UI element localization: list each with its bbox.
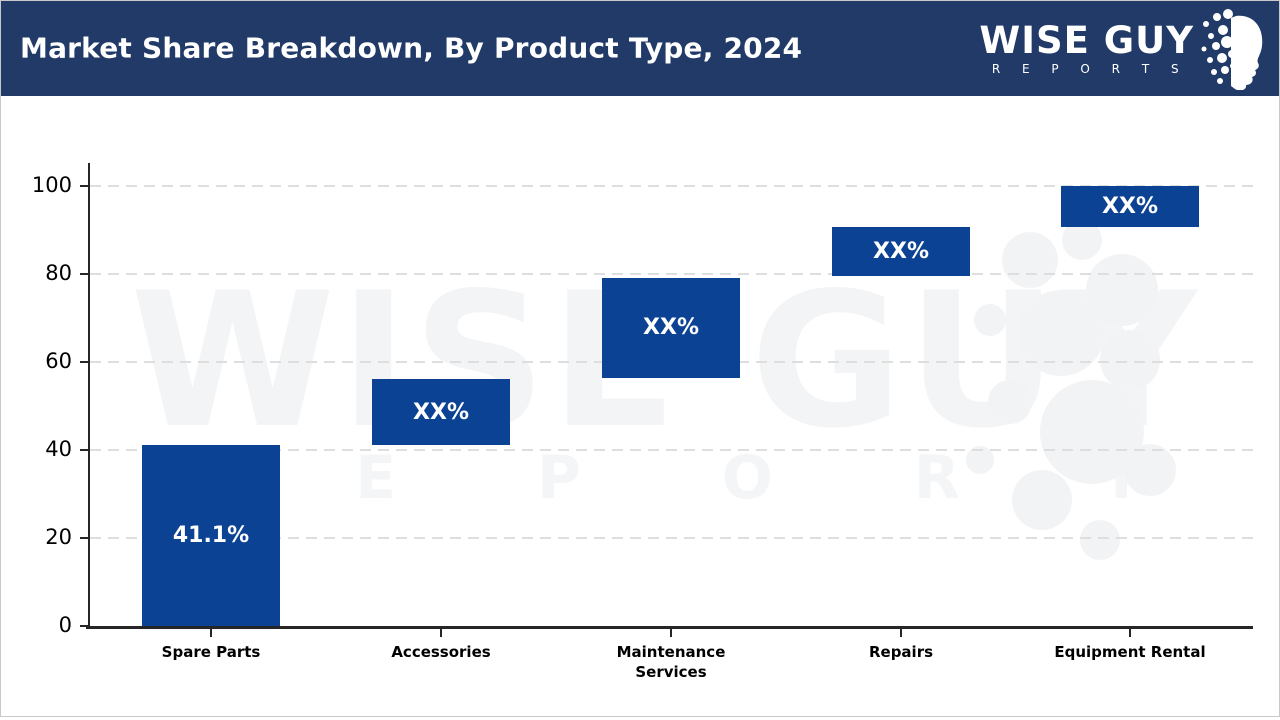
bar-value-label: 41.1% — [172, 523, 250, 549]
bar-value-label: XX% — [643, 315, 699, 341]
y-tick-label-20: 20 — [45, 525, 72, 549]
x-tick-3 — [900, 629, 902, 637]
y-tick-100 — [80, 185, 88, 187]
page-title: Market Share Breakdown, By Product Type,… — [20, 31, 803, 65]
logo-face-icon — [1201, 9, 1263, 90]
logo-text: WISE GUY R E P O R T S — [979, 18, 1194, 77]
bar-repairs: XX% — [832, 227, 970, 277]
x-tick-0 — [210, 629, 212, 637]
y-tick-label-60: 60 — [45, 349, 72, 373]
y-tick-60 — [80, 361, 88, 363]
gridline-40 — [90, 449, 1253, 451]
header-bar: Market Share Breakdown, By Product Type,… — [0, 0, 1280, 96]
y-tick-40 — [80, 449, 88, 451]
x-category-label: Accessories — [391, 643, 491, 661]
plot-area: 0 20 40 60 80 100 41.1% XX% XX% XX% XX% Spare Parts… — [0, 96, 1280, 720]
y-tick-label-80: 80 — [45, 261, 72, 285]
gridline-100 — [90, 185, 1253, 187]
y-tick-label-0: 0 — [58, 613, 72, 637]
bar-value-label: XX% — [873, 239, 929, 265]
bar-equipment-rental: XX% — [1061, 186, 1199, 227]
x-tick-4 — [1129, 629, 1131, 637]
x-category-label: Maintenance Services — [616, 643, 726, 682]
x-category-label: Spare Parts — [161, 643, 261, 661]
bar-accessories: XX% — [372, 379, 510, 446]
y-tick-20 — [80, 537, 88, 539]
logo-subtitle: R E P O R T S — [991, 62, 1188, 77]
y-axis-spine — [88, 163, 90, 628]
x-tick-2 — [670, 629, 672, 637]
bar-value-label: XX% — [1102, 193, 1158, 219]
logo-wordmark: WISE GUY — [979, 18, 1194, 62]
gridline-80 — [90, 273, 1253, 275]
y-tick-80 — [80, 273, 88, 275]
x-category-label: Repairs — [868, 643, 934, 661]
x-axis-spine — [86, 626, 1253, 629]
bar-maintenance-services: XX% — [602, 277, 740, 378]
y-tick-label-100: 100 — [31, 173, 72, 197]
x-category-label: Equipment Rental — [1054, 643, 1206, 661]
gridline-20 — [90, 537, 1253, 539]
wise-guy-reports-logo: WISE GUY R E P O R T S — [979, 8, 1266, 90]
x-tick-1 — [440, 629, 442, 637]
bar-value-label: XX% — [413, 399, 469, 425]
y-tick-0 — [80, 625, 88, 627]
y-tick-label-40: 40 — [45, 437, 72, 461]
bar-spare-parts: 41.1% — [142, 445, 280, 626]
